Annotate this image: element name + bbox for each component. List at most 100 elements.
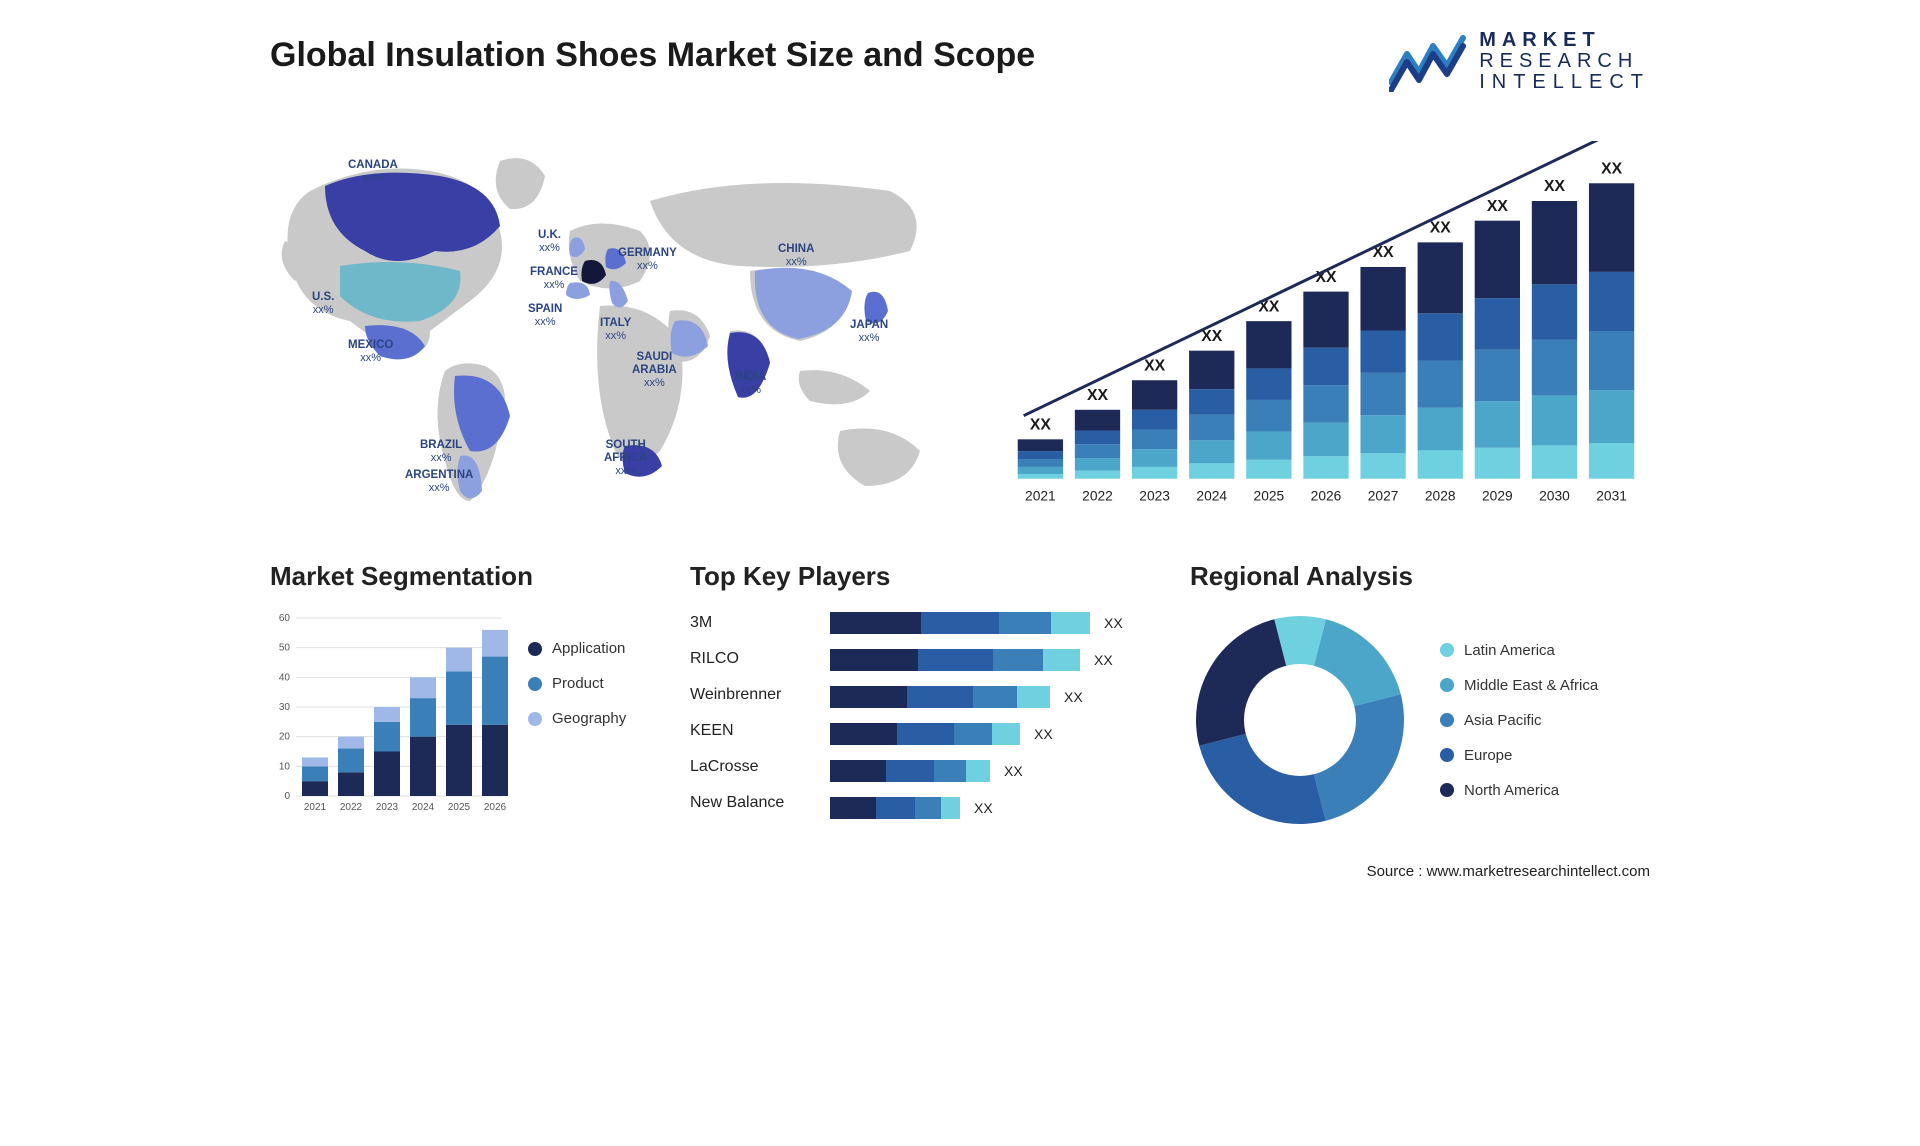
player-bar-segment: [921, 612, 999, 634]
logo-line2: RESEARCH: [1479, 51, 1650, 72]
svg-text:2030: 2030: [1539, 488, 1570, 503]
player-row: XX: [830, 723, 1150, 745]
svg-text:50: 50: [279, 643, 291, 654]
player-bar: [830, 686, 1050, 708]
map-label: SAUDIARABIAxx%: [632, 351, 677, 391]
map-label: CANADAxx%: [348, 159, 398, 185]
map-label: U.S.xx%: [312, 291, 334, 317]
svg-text:2031: 2031: [1596, 488, 1627, 503]
players-panel: Top Key Players 3M RILCO Weinbrenner KEEN La…: [690, 561, 1150, 830]
player-bar-segment: [992, 723, 1021, 745]
growth-chart-panel: XXXXXXXXXXXXXXXXXXXXXX 20212022202320242…: [1000, 121, 1650, 521]
svg-text:XX: XX: [1544, 178, 1566, 195]
player-value: XX: [1104, 615, 1123, 631]
regional-donut: [1190, 610, 1410, 830]
segmentation-panel: Market Segmentation 01020304050602021202…: [270, 561, 650, 830]
map-label: JAPANxx%: [850, 319, 888, 345]
player-value: XX: [1004, 763, 1023, 779]
legend-item: Middle East & Africa: [1440, 677, 1598, 694]
player-bar-segment: [830, 760, 886, 782]
player-label: LaCrosse: [690, 758, 810, 776]
svg-text:2023: 2023: [376, 802, 399, 813]
player-bar-segment: [1017, 686, 1050, 708]
svg-text:XX: XX: [1144, 357, 1166, 374]
player-row: XX: [830, 686, 1150, 708]
players-title: Top Key Players: [690, 561, 1150, 592]
player-bar-segment: [941, 797, 961, 819]
legend-item: Geography: [528, 710, 626, 727]
svg-text:20: 20: [279, 732, 291, 743]
svg-text:XX: XX: [1487, 198, 1509, 215]
player-bar: [830, 723, 1020, 745]
map-label: INDIAxx%: [735, 371, 766, 397]
svg-text:2021: 2021: [1025, 488, 1056, 503]
legend-label: Asia Pacific: [1464, 712, 1542, 729]
player-bar-segment: [993, 649, 1043, 671]
legend-dot-icon: [528, 677, 542, 691]
map-label: U.K.xx%: [538, 229, 561, 255]
regional-legend: Latin America Middle East & Africa Asia Pa…: [1440, 642, 1598, 799]
svg-text:2024: 2024: [1196, 488, 1227, 503]
player-label: RILCO: [690, 650, 810, 668]
growth-chart-svg: XXXXXXXXXXXXXXXXXXXXXX 20212022202320242…: [1000, 141, 1650, 521]
legend-label: Application: [552, 640, 625, 657]
logo-text: MARKET RESEARCH INTELLECT: [1479, 30, 1650, 93]
svg-text:2024: 2024: [412, 802, 435, 813]
player-bar-segment: [830, 723, 897, 745]
legend-item: Application: [528, 640, 626, 657]
header: Global Insulation Shoes Market Size and …: [270, 30, 1650, 93]
player-row: XX: [830, 612, 1150, 634]
svg-text:XX: XX: [1601, 160, 1623, 177]
legend-label: Europe: [1464, 747, 1512, 764]
svg-text:40: 40: [279, 672, 291, 683]
map-label: MEXICOxx%: [348, 339, 393, 365]
svg-text:2026: 2026: [1311, 488, 1342, 503]
player-bar: [830, 797, 960, 819]
svg-text:2023: 2023: [1139, 488, 1170, 503]
player-bar-segment: [897, 723, 954, 745]
player-label: Weinbrenner: [690, 686, 810, 704]
map-label: BRAZILxx%: [420, 439, 462, 465]
legend-item: Europe: [1440, 747, 1598, 764]
legend-label: Geography: [552, 710, 626, 727]
svg-text:XX: XX: [1087, 387, 1109, 404]
page-title: Global Insulation Shoes Market Size and …: [270, 30, 1035, 75]
map-label: GERMANYxx%: [618, 247, 677, 273]
player-label: KEEN: [690, 722, 810, 740]
map-label: ITALYxx%: [600, 317, 631, 343]
player-bar-segment: [830, 612, 921, 634]
player-bar-segment: [999, 612, 1051, 634]
legend-item: Latin America: [1440, 642, 1598, 659]
svg-text:XX: XX: [1430, 220, 1452, 237]
top-row: CANADAxx% U.S.xx% MEXICOxx% BRAZILxx% ARGENT…: [270, 121, 1650, 521]
segmentation-title: Market Segmentation: [270, 561, 650, 592]
map-label: CHINAxx%: [778, 243, 814, 269]
svg-text:30: 30: [279, 702, 291, 713]
legend-dot-icon: [1440, 678, 1454, 692]
svg-text:60: 60: [279, 613, 291, 624]
legend-dot-icon: [1440, 713, 1454, 727]
legend-dot-icon: [1440, 643, 1454, 657]
regional-title: Regional Analysis: [1190, 561, 1650, 592]
legend-item: North America: [1440, 782, 1598, 799]
player-label: 3M: [690, 614, 810, 632]
player-value: XX: [1034, 726, 1053, 742]
map-label: ARGENTINAxx%: [405, 469, 473, 495]
player-bar-segment: [915, 797, 941, 819]
player-bar-segment: [830, 649, 918, 671]
svg-text:2021: 2021: [304, 802, 327, 813]
legend-label: Latin America: [1464, 642, 1555, 659]
player-bar: [830, 612, 1090, 634]
legend-dot-icon: [1440, 748, 1454, 762]
donut-svg: [1190, 610, 1410, 830]
svg-text:10: 10: [279, 761, 291, 772]
bottom-row: Market Segmentation 01020304050602021202…: [270, 561, 1650, 830]
regional-panel: Regional Analysis Latin America Middle Ea…: [1190, 561, 1650, 830]
player-bar-segment: [918, 649, 993, 671]
player-bar: [830, 649, 1080, 671]
segmentation-chart-svg: 0102030405060202120222023202420252026: [270, 610, 510, 820]
player-bar-segment: [934, 760, 966, 782]
players-labels: 3MRILCOWeinbrennerKEENLaCrosseNew Balanc…: [690, 610, 810, 819]
player-bar-segment: [886, 760, 934, 782]
map-label: SOUTHAFRICAxx%: [604, 439, 647, 479]
